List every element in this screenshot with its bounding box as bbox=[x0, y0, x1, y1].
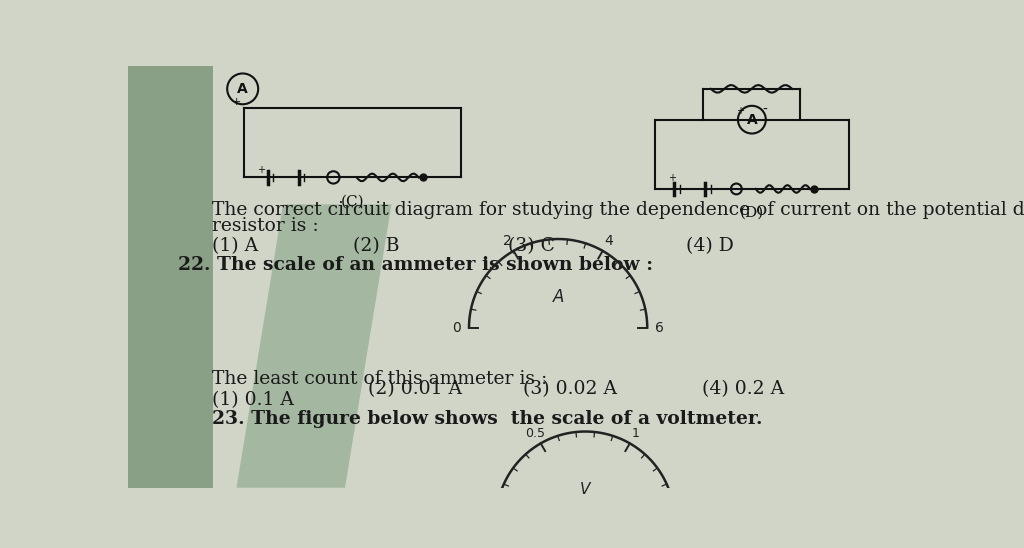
Text: 2: 2 bbox=[503, 233, 512, 248]
Text: A: A bbox=[238, 82, 248, 96]
Text: 23. The figure below shows  the scale of a voltmeter.: 23. The figure below shows the scale of … bbox=[212, 410, 762, 428]
Text: (3) 0.02 A: (3) 0.02 A bbox=[523, 380, 617, 398]
Text: +: + bbox=[669, 173, 676, 183]
Text: 22. The scale of an ammeter is shown below :: 22. The scale of an ammeter is shown bel… bbox=[178, 256, 653, 274]
Text: A: A bbox=[552, 288, 564, 306]
Text: (4) 0.2 A: (4) 0.2 A bbox=[701, 380, 783, 398]
Text: +: + bbox=[736, 106, 744, 116]
Text: 1: 1 bbox=[632, 426, 640, 439]
Text: (2) B: (2) B bbox=[352, 237, 399, 255]
Polygon shape bbox=[237, 204, 391, 488]
Text: (D): (D) bbox=[739, 206, 764, 220]
Text: V: V bbox=[580, 482, 591, 496]
Text: 0: 0 bbox=[453, 321, 462, 335]
Text: A: A bbox=[746, 113, 758, 127]
Text: resistor is :: resistor is : bbox=[212, 218, 318, 236]
Text: (C): (C) bbox=[341, 195, 365, 208]
Text: (4) D: (4) D bbox=[686, 237, 734, 255]
Text: 6: 6 bbox=[654, 321, 664, 335]
Text: (1) 0.1 A: (1) 0.1 A bbox=[212, 391, 294, 409]
Text: The least count of this ammeter is :: The least count of this ammeter is : bbox=[212, 370, 547, 388]
FancyBboxPatch shape bbox=[128, 66, 213, 488]
Text: (2) 0.01 A: (2) 0.01 A bbox=[369, 380, 462, 398]
Text: +: + bbox=[257, 165, 265, 175]
Text: (1) A: (1) A bbox=[212, 237, 258, 255]
Text: -: - bbox=[763, 102, 768, 117]
Text: The correct circuit diagram for studying the dependence of current on the potent: The correct circuit diagram for studying… bbox=[212, 201, 1024, 219]
Text: 4: 4 bbox=[604, 233, 613, 248]
Text: +: + bbox=[231, 97, 242, 107]
Text: 0.5: 0.5 bbox=[524, 426, 545, 439]
Text: (3) C: (3) C bbox=[508, 237, 555, 255]
